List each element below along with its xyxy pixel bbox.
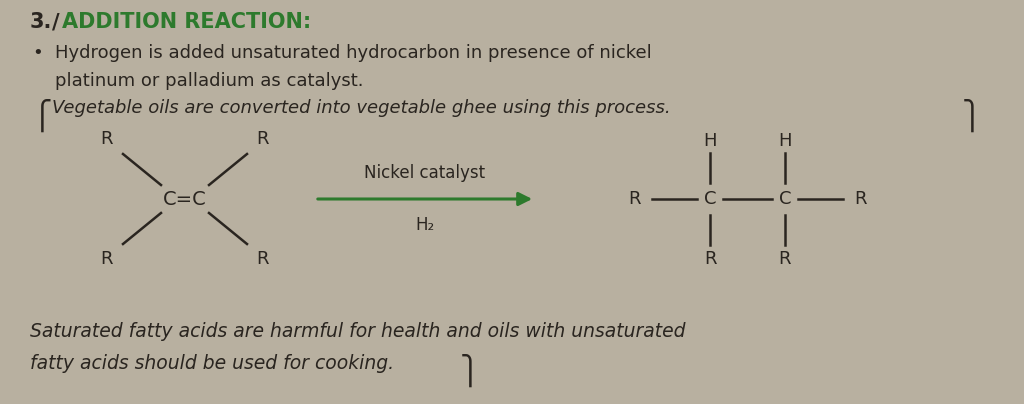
Text: Nickel catalyst: Nickel catalyst	[365, 164, 485, 182]
Text: •: •	[32, 44, 43, 62]
Text: R: R	[629, 190, 641, 208]
Text: H: H	[703, 132, 717, 150]
Text: R: R	[703, 250, 716, 268]
Text: 3.: 3.	[30, 12, 52, 32]
Text: R: R	[257, 130, 269, 148]
Text: R: R	[100, 250, 114, 268]
Text: fatty acids should be used for cooking.: fatty acids should be used for cooking.	[30, 354, 394, 373]
Text: R: R	[854, 190, 866, 208]
Text: ⎧: ⎧	[32, 99, 53, 132]
Text: ⎫: ⎫	[962, 99, 983, 132]
Text: C: C	[778, 190, 792, 208]
Text: R: R	[778, 250, 792, 268]
Text: R: R	[100, 130, 114, 148]
Text: C: C	[703, 190, 716, 208]
Text: ADDITION REACTION:: ADDITION REACTION:	[62, 12, 311, 32]
Text: /: /	[52, 12, 59, 32]
Text: platinum or palladium as catalyst.: platinum or palladium as catalyst.	[55, 72, 364, 90]
Text: Saturated fatty acids are harmful for health and oils with unsaturated: Saturated fatty acids are harmful for he…	[30, 322, 685, 341]
Text: Vegetable oils are converted into vegetable ghee using this process.: Vegetable oils are converted into vegeta…	[52, 99, 671, 117]
Text: C=C: C=C	[163, 189, 207, 208]
Text: H: H	[778, 132, 792, 150]
Text: Hydrogen is added unsaturated hydrocarbon in presence of nickel: Hydrogen is added unsaturated hydrocarbo…	[55, 44, 651, 62]
Text: ⎫: ⎫	[460, 354, 481, 387]
Text: H₂: H₂	[416, 216, 434, 234]
Text: R: R	[257, 250, 269, 268]
